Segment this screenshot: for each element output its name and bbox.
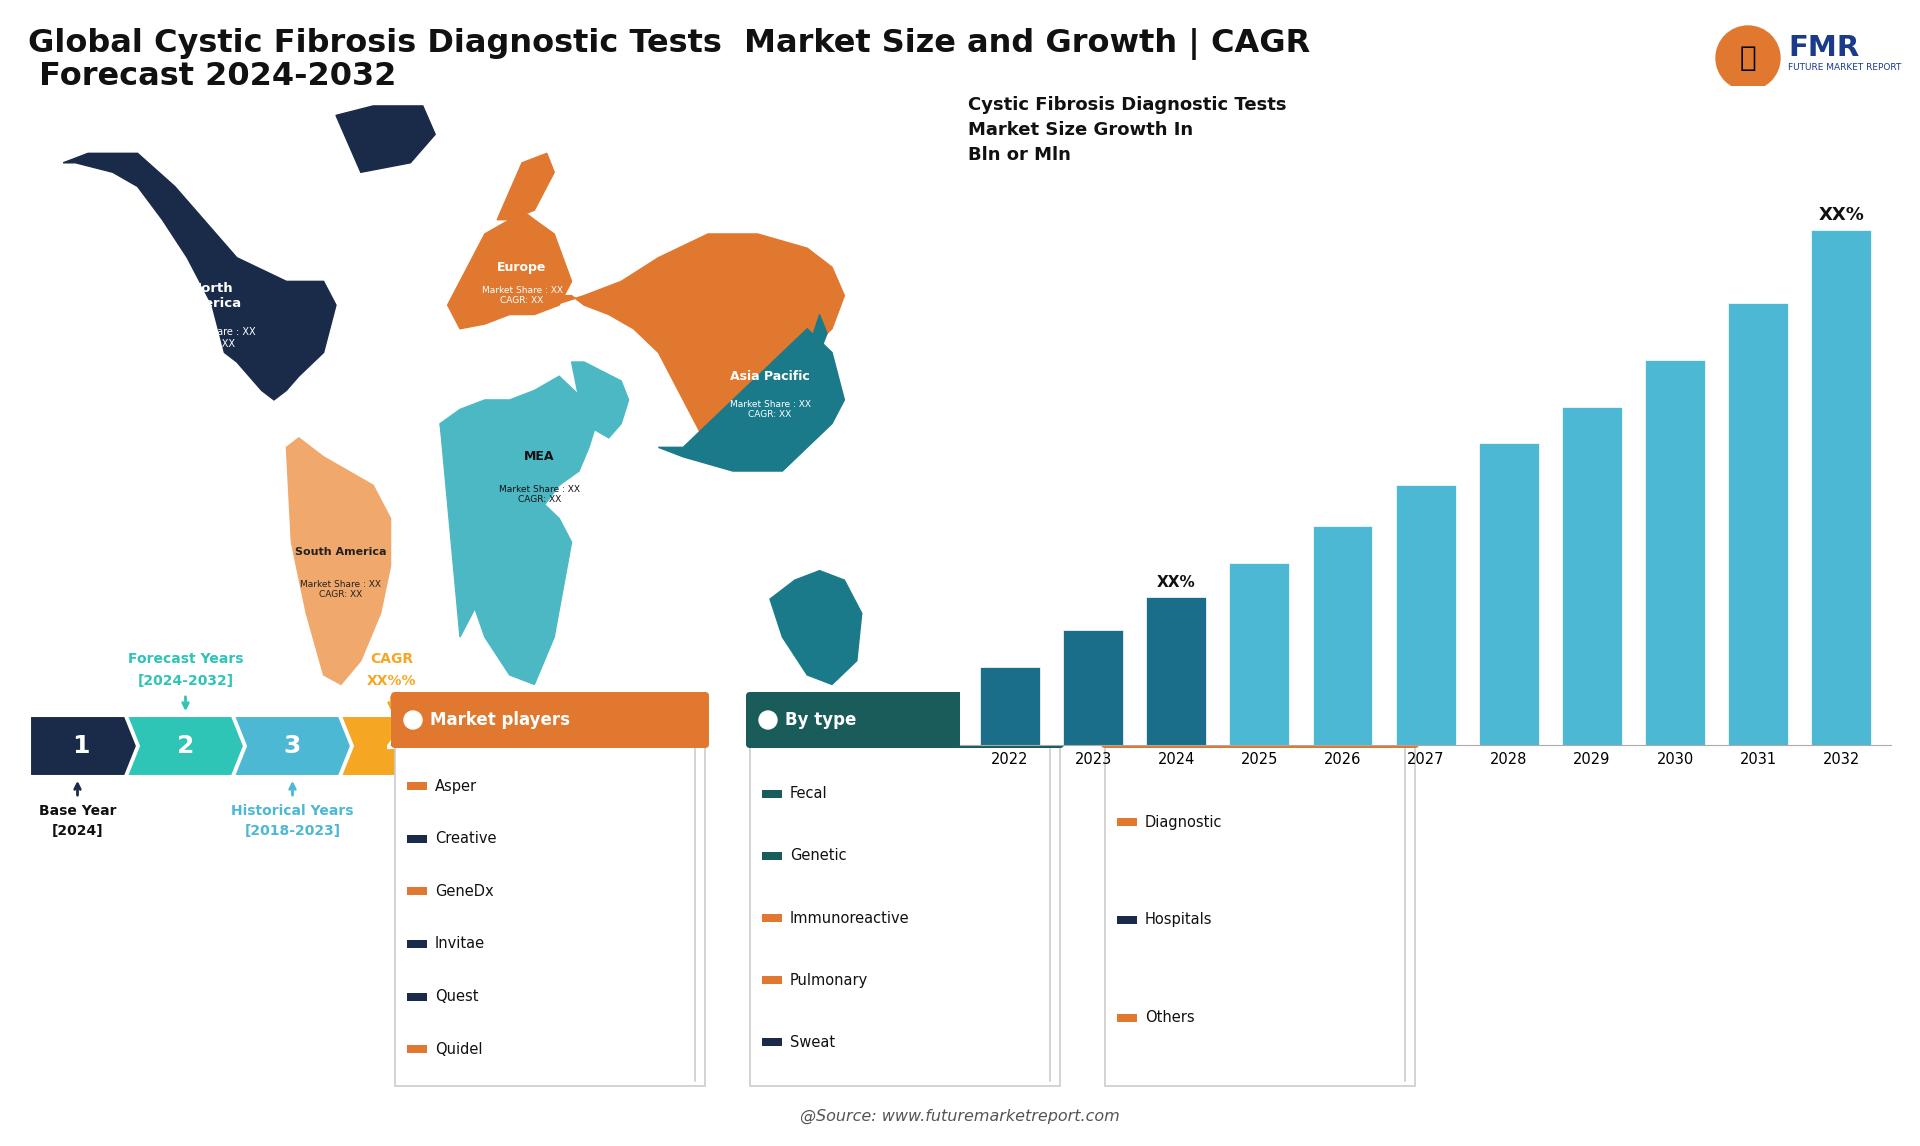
Circle shape	[1716, 26, 1780, 91]
Bar	[1478, 444, 1538, 745]
Bar	[1117, 1013, 1137, 1021]
Polygon shape	[31, 716, 136, 776]
Bar	[407, 940, 426, 948]
Polygon shape	[127, 716, 244, 776]
Bar	[1313, 526, 1373, 745]
Bar	[396, 744, 705, 1086]
Text: Europe: Europe	[497, 260, 547, 274]
Circle shape	[758, 711, 778, 729]
Circle shape	[1114, 711, 1133, 729]
Bar	[1146, 597, 1206, 745]
Polygon shape	[806, 314, 828, 353]
Bar	[1811, 230, 1872, 745]
Text: XX%%: XX%%	[367, 674, 417, 688]
Text: South America: South America	[296, 547, 386, 557]
Text: Market Share : XX
CAGR: XX: Market Share : XX CAGR: XX	[499, 485, 580, 504]
Bar	[1117, 818, 1137, 826]
Bar	[762, 976, 781, 984]
Bar	[407, 992, 426, 1000]
Polygon shape	[572, 362, 628, 438]
Polygon shape	[63, 154, 336, 400]
Text: Creative: Creative	[436, 831, 497, 846]
Text: 4: 4	[386, 733, 403, 758]
Text: North
America: North America	[180, 282, 242, 309]
Text: Global Cystic Fibrosis Diagnostic Tests  Market Size and Growth | CAGR: Global Cystic Fibrosis Diagnostic Tests …	[29, 28, 1309, 60]
Text: Hospitals: Hospitals	[1144, 912, 1213, 927]
Text: Historical Years: Historical Years	[230, 804, 353, 818]
Text: Others: Others	[1144, 1010, 1194, 1026]
Polygon shape	[447, 210, 572, 329]
Text: Cystic Fibrosis Diagnostic Tests
Market Size Growth In
Bln or Mln: Cystic Fibrosis Diagnostic Tests Market …	[968, 96, 1286, 164]
Text: By application: By application	[1140, 711, 1273, 729]
Text: Fecal: Fecal	[789, 786, 828, 801]
Bar	[762, 915, 781, 923]
Text: Market Share : XX
CAGR: XX: Market Share : XX CAGR: XX	[730, 400, 810, 419]
Text: GeneDx: GeneDx	[436, 884, 493, 898]
Polygon shape	[286, 438, 390, 684]
Bar	[1645, 360, 1705, 745]
Polygon shape	[440, 376, 597, 637]
FancyBboxPatch shape	[1100, 692, 1419, 748]
FancyBboxPatch shape	[392, 692, 708, 748]
Bar	[1106, 744, 1415, 1086]
Text: Market Share : XX
CAGR: XX: Market Share : XX CAGR: XX	[300, 580, 382, 599]
Text: FUTURE MARKET REPORT: FUTURE MARKET REPORT	[1788, 63, 1901, 72]
Bar	[1117, 916, 1137, 924]
Polygon shape	[770, 571, 862, 684]
Text: XX%: XX%	[1156, 575, 1196, 590]
Text: [2024]: [2024]	[52, 824, 104, 838]
Bar	[762, 790, 781, 798]
Text: [2024-2032]: [2024-2032]	[138, 674, 234, 688]
Text: Market Share : XX
CAGR: XX: Market Share : XX CAGR: XX	[482, 285, 563, 305]
Bar	[1728, 303, 1788, 745]
Bar	[979, 667, 1041, 745]
Text: Market players: Market players	[430, 711, 570, 729]
Bar	[407, 782, 426, 790]
Text: Asper: Asper	[436, 778, 478, 793]
Text: Genetic: Genetic	[789, 848, 847, 863]
Text: FMR: FMR	[1788, 34, 1859, 62]
Bar	[407, 834, 426, 842]
Circle shape	[403, 711, 422, 729]
Text: Base Year: Base Year	[38, 804, 117, 818]
Text: 1: 1	[71, 733, 88, 758]
Bar	[762, 851, 781, 860]
Bar	[1229, 563, 1288, 745]
Text: MEA: MEA	[524, 450, 555, 463]
Bar	[407, 887, 426, 895]
Text: Market Share : XX
CAGR: XX: Market Share : XX CAGR: XX	[169, 328, 255, 350]
Bar	[762, 1038, 781, 1046]
FancyBboxPatch shape	[747, 692, 1064, 748]
Text: 3: 3	[284, 733, 301, 758]
Polygon shape	[342, 716, 436, 776]
Polygon shape	[234, 716, 351, 776]
Text: Pulmonary: Pulmonary	[789, 973, 868, 988]
Text: 🔭: 🔭	[1740, 44, 1757, 72]
Polygon shape	[440, 424, 572, 684]
Text: Diagnostic: Diagnostic	[1144, 815, 1223, 830]
Text: XX%: XX%	[1818, 206, 1864, 223]
Text: By type: By type	[785, 711, 856, 729]
Bar	[1396, 485, 1455, 745]
Text: Immunoreactive: Immunoreactive	[789, 911, 910, 926]
Polygon shape	[659, 329, 845, 471]
Bar	[407, 1045, 426, 1053]
Bar	[751, 744, 1060, 1086]
Text: Forecast 2024-2032: Forecast 2024-2032	[29, 61, 396, 92]
Text: Quidel: Quidel	[436, 1042, 482, 1057]
Polygon shape	[336, 105, 436, 172]
Bar	[1064, 630, 1123, 745]
Text: CAGR: CAGR	[371, 652, 413, 666]
Text: Forecast Years: Forecast Years	[129, 652, 244, 666]
Text: @Source: www.futuremarketreport.com: @Source: www.futuremarketreport.com	[801, 1109, 1119, 1124]
Text: Sweat: Sweat	[789, 1035, 835, 1050]
Text: [2018-2023]: [2018-2023]	[244, 824, 340, 838]
Text: Quest: Quest	[436, 989, 478, 1004]
Polygon shape	[497, 154, 555, 220]
Text: 2: 2	[177, 733, 194, 758]
Text: Invitae: Invitae	[436, 936, 486, 951]
Polygon shape	[555, 234, 845, 447]
Text: Asia Pacific: Asia Pacific	[730, 370, 810, 383]
Bar	[1563, 407, 1622, 745]
